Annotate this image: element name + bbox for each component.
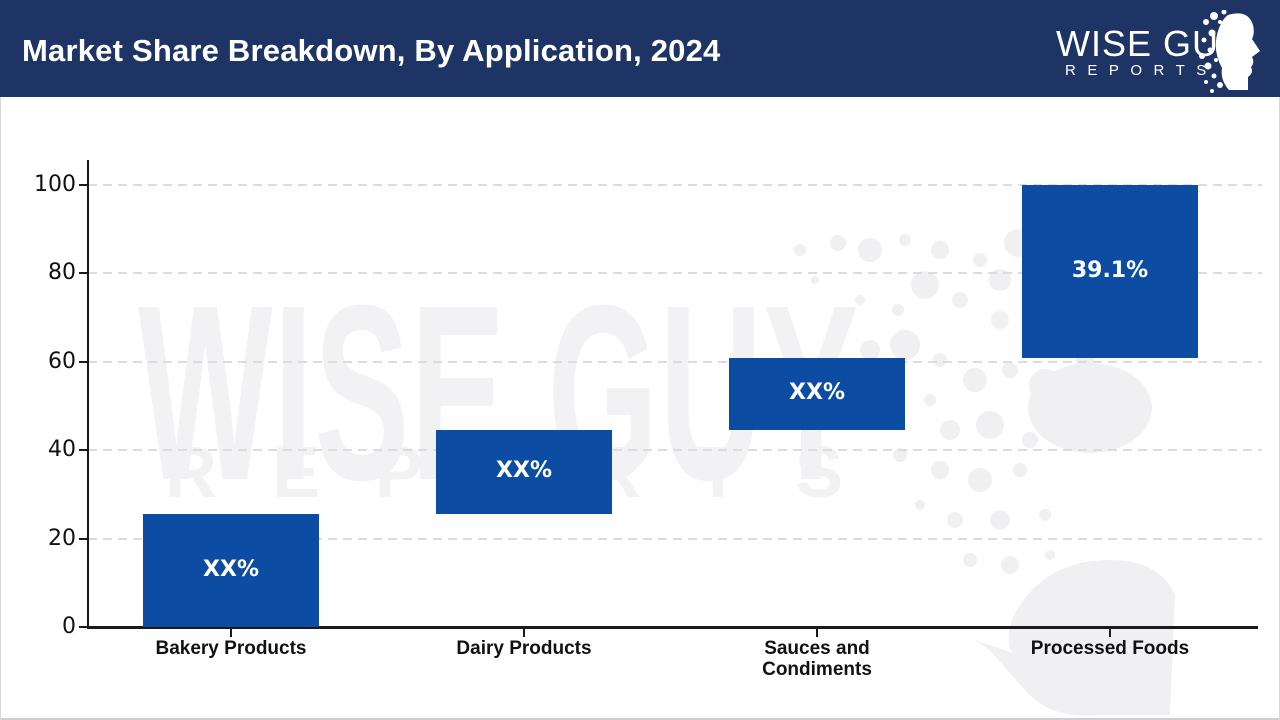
gridline-20 (88, 538, 1262, 540)
y-axis-tick (79, 184, 88, 186)
y-axis-tick (79, 626, 88, 628)
y-axis-tick-label: 60 (48, 349, 76, 374)
y-axis-tick (79, 538, 88, 540)
y-axis-tick-label: 100 (34, 172, 76, 197)
x-axis-category-label: Bakery Products (155, 638, 307, 659)
bar-value-label: 39.1% (1071, 257, 1149, 283)
bar-sauces-and-condiments (729, 358, 905, 430)
y-axis-tick (79, 361, 88, 363)
x-axis-tick (816, 629, 818, 637)
bar-value-label: XX% (203, 556, 259, 582)
header-bar: Market Share Breakdown, By Application, … (0, 0, 1280, 97)
y-axis-tick (79, 272, 88, 274)
y-axis-tick (79, 449, 88, 451)
bar-value-label: XX% (496, 458, 552, 483)
x-axis-tick (1109, 629, 1111, 637)
wiseguy-logo: WISE GUY REPORTS (1016, 6, 1266, 93)
y-axis-tick-label: 20 (48, 526, 76, 551)
x-axis-category-label: Processed Foods (1030, 638, 1190, 659)
gridline-100 (88, 184, 1262, 186)
logo-reports-text: REPORTS (1065, 62, 1218, 79)
y-axis-tick-label: 0 (62, 614, 76, 639)
y-axis-tick-label: 40 (48, 437, 76, 462)
y-axis-tick-label: 80 (48, 260, 76, 285)
page-title: Market Share Breakdown, By Application, … (22, 33, 721, 68)
x-axis-tick (230, 629, 232, 637)
bar-processed-foods (1022, 185, 1198, 358)
gridline-80 (88, 272, 1262, 274)
gridline-60 (88, 361, 1262, 363)
wiseguy-face-icon (1199, 10, 1260, 93)
gridline-40 (88, 449, 1262, 451)
bar-value-label: XX% (789, 380, 845, 405)
bar-dairy-products (436, 430, 612, 514)
x-axis-line (87, 626, 1258, 629)
x-axis-tick (523, 629, 525, 637)
y-axis-line (87, 160, 89, 628)
bar-bakery-products (143, 514, 319, 627)
x-axis-category-label: Dairy Products (456, 638, 592, 659)
x-axis-category-label: Sauces and Condiments (762, 638, 872, 680)
